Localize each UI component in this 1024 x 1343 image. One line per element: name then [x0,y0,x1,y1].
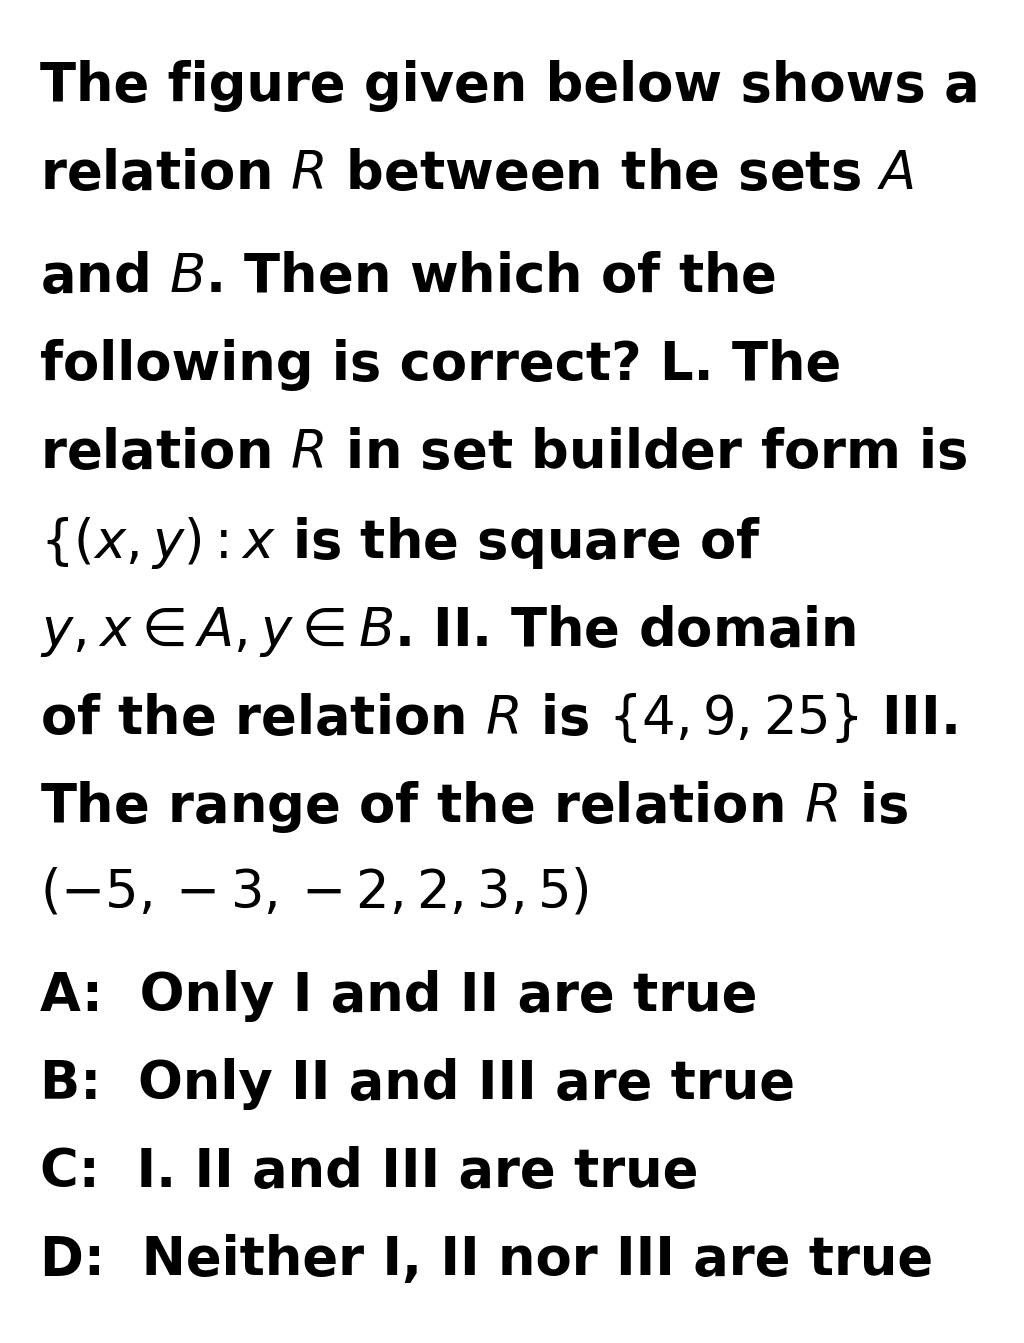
Text: D:  Neither I, II nor III are true: D: Neither I, II nor III are true [40,1234,933,1287]
Text: A:  Only I and II are true: A: Only I and II are true [40,970,758,1022]
Text: relation $\mathit{R}$ between the sets $\mathit{A}$: relation $\mathit{R}$ between the sets $… [40,148,914,200]
Text: $y, x \in \mathit{A}, y \in \mathit{B}$. II. The domain: $y, x \in \mathit{A}, y \in \mathit{B}$.… [40,603,856,659]
Text: The range of the relation $\mathit{R}$ is: The range of the relation $\mathit{R}$ i… [40,779,908,835]
Text: $(-5, -3, -2, 2, 3, 5)$: $(-5, -3, -2, 2, 3, 5)$ [40,868,589,919]
Text: B:  Only II and III are true: B: Only II and III are true [40,1058,795,1111]
Text: relation $\mathit{R}$ in set builder form is: relation $\mathit{R}$ in set builder for… [40,427,968,479]
Text: $\{(x, y) : x$ is the square of: $\{(x, y) : x$ is the square of [40,514,761,571]
Text: following is correct? L. The: following is correct? L. The [40,338,842,391]
Text: C:  I. II and III are true: C: I. II and III are true [40,1146,698,1198]
Text: and $\mathit{B}$. Then which of the: and $\mathit{B}$. Then which of the [40,251,776,304]
Text: of the relation $\mathit{R}$ is $\{4, 9, 25\}$ III.: of the relation $\mathit{R}$ is $\{4, 9,… [40,692,956,745]
Text: The figure given below shows a: The figure given below shows a [40,60,980,111]
